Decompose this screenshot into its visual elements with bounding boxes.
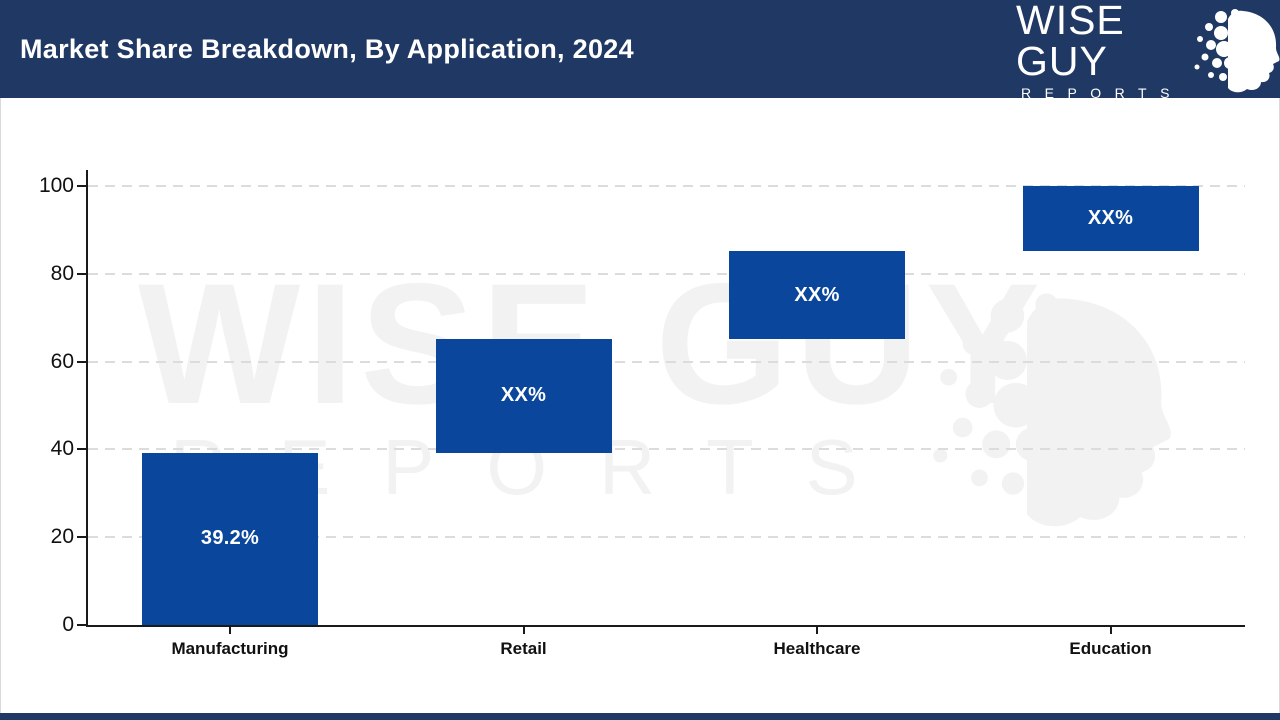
bar-value-label: XX% <box>794 283 840 306</box>
gridline-60 <box>88 360 1245 363</box>
y-tick-label-0: 0 <box>62 613 74 636</box>
bar-value-label: 39.2% <box>200 527 260 550</box>
brand-logo-text: WISE GUY REPORTS <box>1016 0 1183 101</box>
bar-value-label: XX% <box>1087 207 1134 230</box>
x-axis-label-education: Education <box>1069 639 1152 658</box>
face-profile-icon <box>1194 9 1280 93</box>
y-tick-60 <box>77 360 86 363</box>
bar-healthcare: XX% <box>729 251 905 339</box>
x-axis-label-manufacturing: Manufacturing <box>171 639 289 658</box>
left-border <box>0 98 1 720</box>
bar-manufacturing: 39.2% <box>142 452 318 625</box>
y-tick-20 <box>77 536 86 539</box>
gridline-100 <box>88 185 1245 187</box>
y-tick-80 <box>77 272 86 275</box>
x-tick-1 <box>522 627 525 634</box>
y-tick-40 <box>77 448 86 451</box>
x-tick-2 <box>816 627 818 634</box>
bar-value-label: XX% <box>500 384 547 407</box>
page-title: Market Share Breakdown, By Application, … <box>20 33 634 64</box>
x-axis-label-healthcare: Healthcare <box>773 639 861 658</box>
x-axis-label-retail: Retail <box>500 639 547 658</box>
y-tick-label-40: 40 <box>50 437 74 461</box>
bar-retail: XX% <box>435 338 612 453</box>
y-tick-label-80: 80 <box>50 261 74 285</box>
gridline-80 <box>88 272 1245 275</box>
x-tick-0 <box>229 627 231 634</box>
x-axis-line <box>86 625 1245 627</box>
footer-bar <box>0 713 1280 720</box>
brand-name: WISE GUY <box>1016 0 1125 84</box>
brand-subname: REPORTS <box>1021 84 1183 101</box>
gridline-20 <box>88 536 1245 539</box>
y-axis-line <box>86 170 88 627</box>
gridline-40 <box>88 448 1245 451</box>
y-tick-label-100: 100 <box>38 174 74 197</box>
bar-education: XX% <box>1022 186 1199 252</box>
y-tick-100 <box>77 185 86 187</box>
brand-logo: WISE GUY REPORTS <box>1016 0 1280 101</box>
y-tick-label-20: 20 <box>50 525 74 549</box>
y-tick-0 <box>77 624 86 626</box>
y-tick-label-60: 60 <box>50 349 74 373</box>
header-bar: Market Share Breakdown, By Application, … <box>0 0 1280 101</box>
x-tick-3 <box>1109 627 1112 634</box>
